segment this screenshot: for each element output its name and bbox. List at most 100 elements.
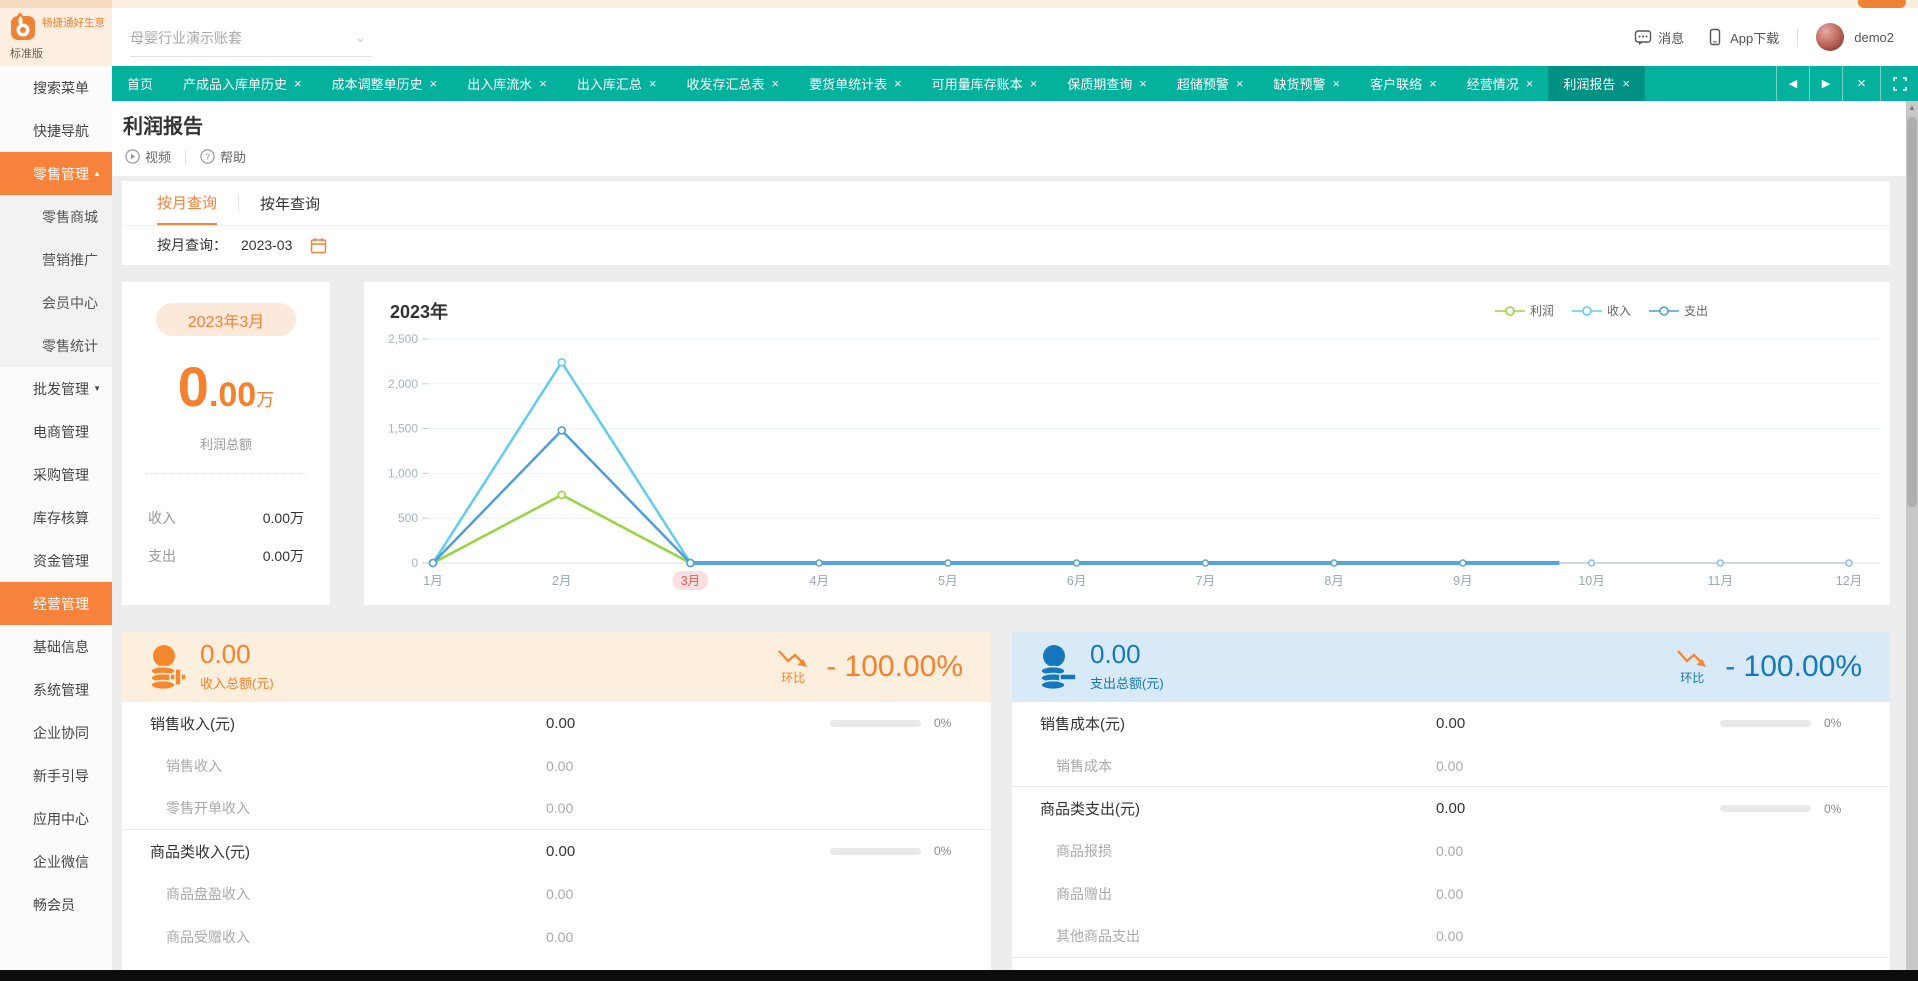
sidebar-item[interactable]: 畅会员 [0, 883, 112, 926]
sidebar-item[interactable]: 新手引导 [0, 754, 112, 797]
expense-compare: 环比 - 100.00% [1671, 632, 1862, 702]
table-row: 销售收入 0.00 [122, 745, 991, 788]
calendar-icon[interactable] [310, 237, 327, 254]
sidebar-item[interactable]: 采购管理 [0, 453, 112, 496]
tabbar: 首页 产成品入库单历史 × 成本调整单历史 × 出入库流水 × 出入库汇总 × 收发存汇总表 × 要货… [112, 66, 1918, 101]
sidebar-item[interactable]: 快捷导航 [0, 109, 112, 152]
sidebar-item-label: 零售统计 [42, 337, 98, 354]
tab-close-icon[interactable]: × [1029, 76, 1038, 91]
caret-down-icon: ▼ [93, 384, 101, 393]
tab-item[interactable]: 出入库汇总 × [562, 66, 672, 101]
sidebar-item-label: 资金管理 [33, 552, 89, 569]
sidebar-item[interactable]: 企业协同 [0, 711, 112, 754]
video-link[interactable]: 视频 [125, 147, 171, 166]
sidebar-item[interactable]: 资金管理 [0, 539, 112, 582]
tab-item[interactable]: 收发存汇总表 × [671, 66, 794, 101]
tab-item[interactable]: 出入库流水 × [452, 66, 562, 101]
sidebar-item[interactable]: 应用中心 [0, 797, 112, 840]
page-title: 利润报告 [123, 116, 203, 138]
tab-close-icon[interactable]: × [1332, 76, 1341, 91]
table-row: 其他支出(元)0.000% [1012, 958, 1890, 970]
help-link[interactable]: ? 帮助 [200, 147, 246, 166]
table-row: 销售成本 0.00 [1012, 745, 1890, 788]
sidebar-item[interactable]: 零售管理 ▲ [0, 152, 112, 195]
tab-close-icon[interactable]: × [771, 76, 780, 91]
profit-summary-card: 2023年3月 0.00万 利润总额 收入 0.00万 支出 0.00万 [122, 282, 330, 605]
tab-item[interactable]: 客户联络 × [1355, 66, 1452, 101]
logo-block: 畅捷通好生意 标准版 [0, 8, 112, 66]
sidebar-item-label: 零售商城 [42, 208, 98, 225]
row-percent: 0% [1824, 716, 1842, 731]
legend-item[interactable]: 收入 [1571, 302, 1631, 319]
sidebar-item[interactable]: 零售商城 [0, 195, 112, 238]
tab-item[interactable]: 产成品入库单历史 × [168, 66, 317, 101]
sidebar-item[interactable]: 系统管理 [0, 668, 112, 711]
sidebar-item[interactable]: 经营管理 [0, 582, 112, 625]
tab-close-icon[interactable]: × [539, 76, 547, 91]
tab-item[interactable]: 超储预警 × [1162, 66, 1259, 101]
legend-item[interactable]: 支出 [1648, 302, 1708, 319]
username[interactable]: demo2 [1854, 29, 1894, 45]
tab-close-icon[interactable]: × [1235, 76, 1244, 91]
row-value: 0.00 [1436, 800, 1466, 818]
sidebar-item-label: 应用中心 [33, 810, 89, 827]
vertical-scrollbar[interactable]: ▲ [1906, 101, 1918, 970]
fullscreen-icon[interactable] [1880, 66, 1918, 101]
tab-close-icon[interactable]: × [1525, 76, 1534, 91]
tab-close-icon[interactable]: × [429, 76, 438, 91]
svg-text:3月: 3月 [681, 574, 700, 588]
app-download-button[interactable]: App下载 [1706, 28, 1779, 47]
table-row: 商品赠出 0.00 [1012, 873, 1890, 916]
tab-item[interactable]: 要货单统计表 × [794, 66, 917, 101]
messages-button[interactable]: 消息 [1634, 28, 1684, 47]
scroll-up-icon[interactable]: ▲ [1908, 103, 1916, 112]
tab-item[interactable]: 利润报告 × [1548, 66, 1645, 101]
row-label: 销售成本(元) [1040, 715, 1125, 733]
tab-query-by-month[interactable]: 按月查询 [157, 181, 218, 225]
sidebar-item[interactable]: 零售统计 [0, 324, 112, 367]
row-label: 其他商品支出 [1056, 928, 1140, 945]
sidebar-item[interactable]: 搜索菜单 [0, 66, 112, 109]
tab-close-icon[interactable]: × [894, 76, 902, 91]
legend-item[interactable]: 利润 [1494, 302, 1554, 319]
tab-item[interactable]: 经营情况 × [1452, 66, 1549, 101]
tab-item[interactable]: 缺货预警 × [1259, 66, 1356, 101]
tabs-close-all-button[interactable]: × [1842, 66, 1880, 101]
profit-line-chart: 0 500 1,000 1,500 2,000 2,500 1月 2月 3月 4月 5月 6月 7月 8月… [388, 332, 1880, 590]
tab-query-by-year[interactable]: 按年查询 [260, 195, 321, 213]
tab-label: 保质期查询 [1067, 77, 1133, 92]
sidebar-item[interactable]: 营销推广 [0, 238, 112, 281]
play-circle-icon [125, 149, 140, 164]
row-label: 商品类支出(元) [1040, 801, 1140, 819]
tab-close-icon[interactable]: × [648, 76, 657, 91]
tab-item[interactable]: 首页 [112, 66, 168, 101]
tabs-scroll-left-button[interactable]: ◀ [1776, 66, 1809, 101]
scrollbar-thumb[interactable] [1907, 117, 1917, 507]
row-value: 0.00 [1436, 757, 1464, 774]
sidebar-item[interactable]: 会员中心 [0, 281, 112, 324]
tab-close-icon[interactable]: × [1622, 76, 1630, 91]
tab-label: 收发存汇总表 [686, 77, 765, 92]
tab-close-icon[interactable]: × [1139, 76, 1147, 91]
tabs-scroll-right-button[interactable]: ▶ [1809, 66, 1842, 101]
sidebar-item[interactable]: 批发管理 ▼ [0, 367, 112, 410]
tab-close-icon[interactable]: × [294, 76, 302, 91]
svg-text:10月: 10月 [1578, 574, 1604, 588]
sidebar-item[interactable]: 企业微信 [0, 840, 112, 883]
row-label: 商品报损 [1056, 843, 1112, 860]
tab-item[interactable]: 成本调整单历史 × [317, 66, 453, 101]
user-avatar[interactable] [1816, 23, 1845, 51]
tab-label: 利润报告 [1563, 77, 1616, 92]
brand-name: 畅捷通好生意 [42, 17, 105, 29]
table-row: 零售开单收入 0.00 [122, 787, 991, 831]
help-circle-icon: ? [200, 149, 215, 164]
legend-label: 支出 [1683, 304, 1708, 318]
sidebar-item[interactable]: 库存核算 [0, 496, 112, 539]
query-month-value[interactable]: 2023-03 [241, 237, 293, 253]
tab-item[interactable]: 可用量库存账本 × [917, 66, 1053, 101]
tab-close-icon[interactable]: × [1429, 76, 1437, 91]
sidebar-item[interactable]: 基础信息 [0, 625, 112, 668]
sidebar-item[interactable]: 电商管理 [0, 410, 112, 453]
account-select[interactable]: 母婴行业演示账套 ⌄ [130, 24, 372, 57]
tab-item[interactable]: 保质期查询 × [1052, 66, 1162, 101]
